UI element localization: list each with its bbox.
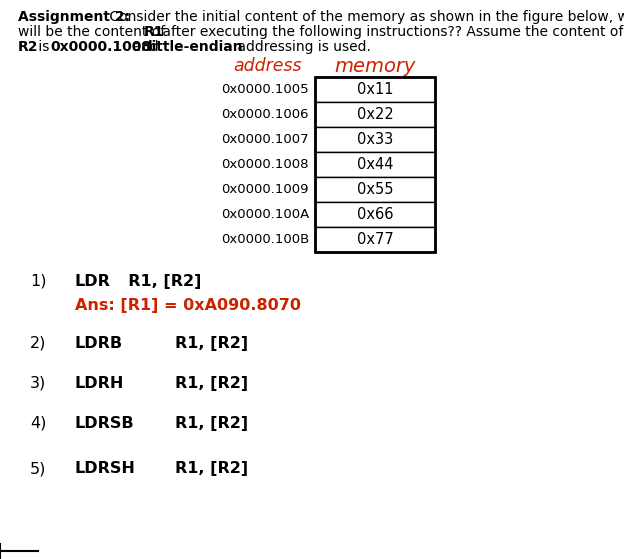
Text: 3): 3) [30, 376, 46, 391]
Text: 0x44: 0x44 [357, 157, 393, 172]
Text: 0x11: 0x11 [357, 82, 393, 97]
Bar [315, 77, 435, 102]
Text: 4): 4) [30, 416, 46, 431]
Text: Ans: [R1] = 0xA090.8070: Ans: [R1] = 0xA090.8070 [75, 298, 301, 313]
Text: 5): 5) [30, 461, 46, 476]
Text: 0x22: 0x22 [357, 107, 393, 122]
Text: LDRB: LDRB [75, 336, 123, 351]
Text: LDRSB: LDRSB [75, 416, 135, 431]
Text: addressing is used.: addressing is used. [233, 40, 371, 54]
Text: 0x0000.100A: 0x0000.100A [221, 208, 309, 221]
Text: will be the content of: will be the content of [18, 25, 170, 39]
Text: 0x0000.1008: 0x0000.1008 [222, 158, 309, 171]
Text: 0x0000.1007: 0x0000.1007 [222, 133, 309, 146]
Text: 0x55: 0x55 [357, 182, 393, 197]
Bar [315, 202, 435, 227]
Text: 0x33: 0x33 [357, 132, 393, 147]
Bar [315, 102, 435, 127]
Text: LDRSH: LDRSH [75, 461, 136, 476]
Text: R1, [R2]: R1, [R2] [175, 461, 248, 476]
Text: 0x0000.100B: 0x0000.100B [221, 233, 309, 246]
Text: 0x66: 0x66 [357, 207, 393, 222]
Text: R1, [R2]: R1, [R2] [175, 416, 248, 431]
Text: R1, [R2]: R1, [R2] [117, 274, 202, 289]
Bar [315, 127, 435, 152]
Text: 0x0000.1005: 0x0000.1005 [222, 83, 309, 96]
Text: 0x77: 0x77 [357, 232, 393, 247]
Text: address: address [234, 57, 302, 75]
Text: R1, [R2]: R1, [R2] [175, 376, 248, 391]
Bar [315, 77, 435, 252]
Text: R1, [R2]: R1, [R2] [175, 336, 248, 351]
Text: and: and [128, 40, 163, 54]
Text: little-endian: little-endian [148, 40, 243, 54]
Text: memory: memory [334, 57, 416, 76]
Bar [315, 227, 435, 252]
Text: 0x0000.1008: 0x0000.1008 [50, 40, 151, 54]
Text: is: is [34, 40, 54, 54]
Text: Assignment 2:: Assignment 2: [18, 10, 130, 24]
Text: after executing the following instructions?? Assume the content of: after executing the following instructio… [158, 25, 623, 39]
Text: 1): 1) [30, 274, 47, 289]
Text: 0x0000.1009: 0x0000.1009 [222, 183, 309, 196]
Text: LDRH: LDRH [75, 376, 124, 391]
Text: R1: R1 [144, 25, 165, 39]
Bar [315, 152, 435, 177]
Text: LDR: LDR [75, 274, 111, 289]
Text: R2: R2 [18, 40, 39, 54]
Text: Consider the initial content of the memory as shown in the figure below, what: Consider the initial content of the memo… [105, 10, 624, 24]
Bar [315, 177, 435, 202]
Text: 2): 2) [30, 336, 46, 351]
Text: 0x0000.1006: 0x0000.1006 [222, 108, 309, 121]
